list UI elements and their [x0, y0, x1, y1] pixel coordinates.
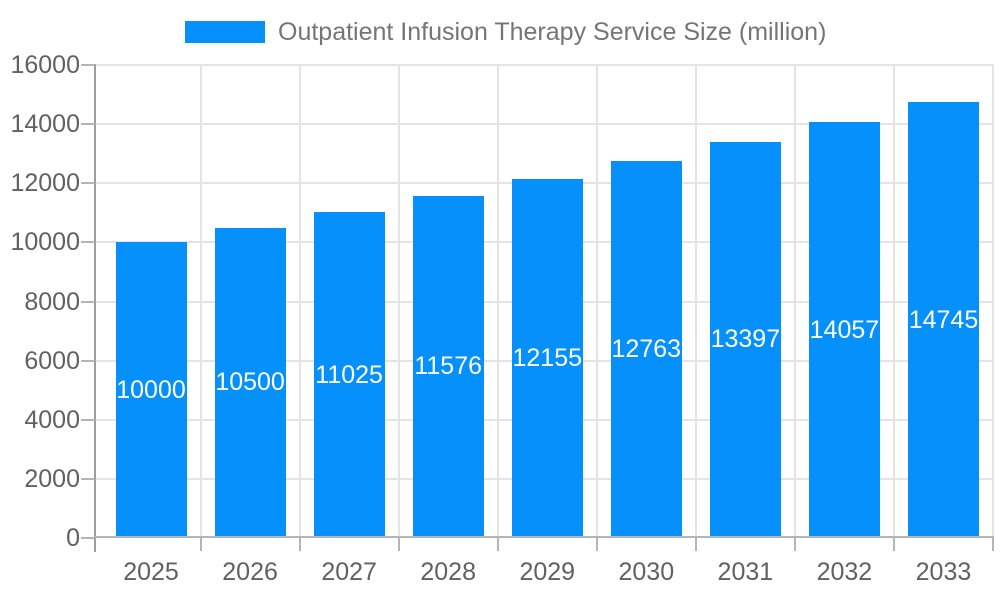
gridline-vertical: [793, 65, 796, 538]
x-tick-label: 2031: [717, 558, 774, 586]
bar-value-label: 12155: [512, 343, 583, 372]
legend-swatch: [185, 21, 265, 43]
gridline-vertical: [694, 65, 697, 538]
y-axis-tick: [81, 300, 95, 303]
y-tick-label: 0: [66, 524, 80, 552]
bar: 11025: [313, 212, 385, 538]
x-axis-tick: [397, 538, 400, 551]
x-tick-label: 2025: [123, 558, 179, 586]
y-tick-label: 12000: [10, 169, 80, 198]
bar-value-label: 10500: [215, 368, 285, 397]
bar: 14745: [907, 102, 979, 538]
gridline-horizontal: [95, 123, 993, 126]
bar-value-label: 13397: [710, 325, 781, 354]
y-tick-label: 2000: [24, 464, 80, 493]
bar: 11576: [412, 195, 484, 538]
bar: 12155: [511, 178, 583, 538]
y-tick-label: 6000: [24, 346, 80, 375]
bar: 14057: [808, 122, 880, 538]
legend-label: Outpatient Infusion Therapy Service Size…: [278, 17, 827, 46]
x-tick-label: 2028: [420, 558, 476, 586]
gridline-vertical: [992, 65, 994, 538]
gridline-vertical: [595, 65, 598, 538]
bar: 12763: [610, 160, 682, 538]
x-tick-label: 2030: [618, 558, 675, 586]
bar-value-label: 14057: [809, 315, 880, 344]
y-axis-tick: [81, 123, 95, 126]
y-tick-label: 4000: [24, 405, 80, 434]
gridline-vertical: [892, 65, 895, 538]
bar: 10000: [115, 242, 187, 538]
x-tick-label: 2027: [321, 558, 377, 586]
y-axis-tick: [81, 477, 95, 480]
y-axis-tick: [81, 537, 95, 539]
gridline-vertical: [199, 65, 202, 538]
x-axis-tick: [496, 538, 499, 551]
y-axis-tick: [81, 359, 95, 362]
y-tick-label: 14000: [10, 110, 80, 139]
gridline-horizontal: [95, 64, 993, 66]
x-tick-label: 2029: [519, 558, 576, 586]
x-axis-tick: [892, 538, 895, 551]
x-tick-label: 2026: [222, 558, 278, 586]
x-tick-label: 2033: [915, 558, 972, 586]
bar-value-label: 11576: [414, 352, 483, 381]
x-axis-tick: [793, 538, 796, 551]
bar-value-label: 12763: [611, 334, 682, 363]
bar: 10500: [214, 227, 286, 538]
bar-value-label: 10000: [116, 375, 186, 404]
bar-value-label: 14745: [908, 305, 979, 334]
x-axis-tick: [199, 538, 202, 551]
y-axis-line: [94, 64, 96, 552]
bar: 13397: [709, 141, 781, 538]
y-tick-label: 8000: [24, 287, 80, 316]
y-tick-label: 16000: [10, 51, 80, 79]
x-axis-line: [95, 536, 994, 538]
x-axis-tick: [595, 538, 598, 551]
y-axis-tick: [81, 64, 95, 66]
legend: Outpatient Infusion Therapy Service Size…: [185, 17, 827, 46]
x-axis-tick: [992, 538, 994, 551]
gridline-vertical: [397, 65, 400, 538]
gridline-vertical: [496, 65, 499, 538]
y-axis-tick: [81, 182, 95, 185]
x-tick-label: 2032: [816, 558, 873, 586]
gridline-vertical: [298, 65, 301, 538]
y-axis-tick: [81, 418, 95, 421]
y-axis-tick: [81, 241, 95, 244]
plot-area: 10000 10500 11025 11576 12155 12763 13397 14057…: [95, 64, 994, 538]
y-tick-label: 10000: [10, 228, 80, 257]
x-axis-tick: [298, 538, 301, 551]
x-axis-tick: [694, 538, 697, 551]
bar-value-label: 11025: [315, 360, 383, 389]
